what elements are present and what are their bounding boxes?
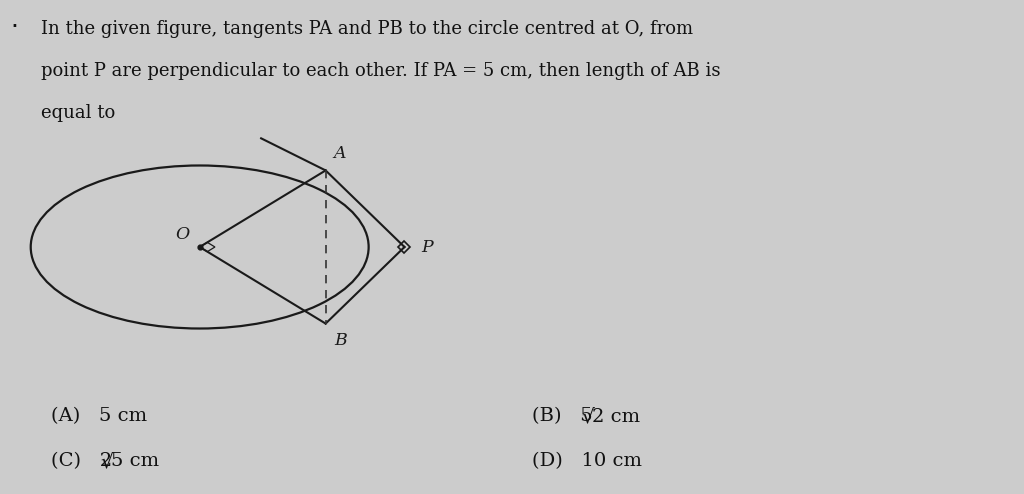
Text: O: O [175, 226, 189, 243]
Text: 2 cm: 2 cm [592, 408, 640, 425]
Text: (C)   2: (C) 2 [51, 452, 113, 470]
Text: equal to: equal to [41, 104, 116, 122]
Text: point P are perpendicular to each other. If PA = 5 cm, then length of AB is: point P are perpendicular to each other.… [41, 62, 721, 80]
Text: (B)   5: (B) 5 [532, 408, 593, 425]
Text: √: √ [100, 452, 113, 471]
Text: A: A [334, 145, 346, 162]
Text: 5 cm: 5 cm [111, 452, 159, 470]
Text: B: B [334, 332, 346, 349]
Text: (D)   10 cm: (D) 10 cm [532, 452, 642, 470]
Text: (A)   5 cm: (A) 5 cm [51, 408, 147, 425]
Text: √: √ [582, 408, 594, 426]
Text: ·: · [10, 15, 18, 39]
Text: P: P [421, 239, 432, 255]
Text: In the given figure, tangents PA and PB to the circle centred at O, from: In the given figure, tangents PA and PB … [41, 20, 693, 38]
